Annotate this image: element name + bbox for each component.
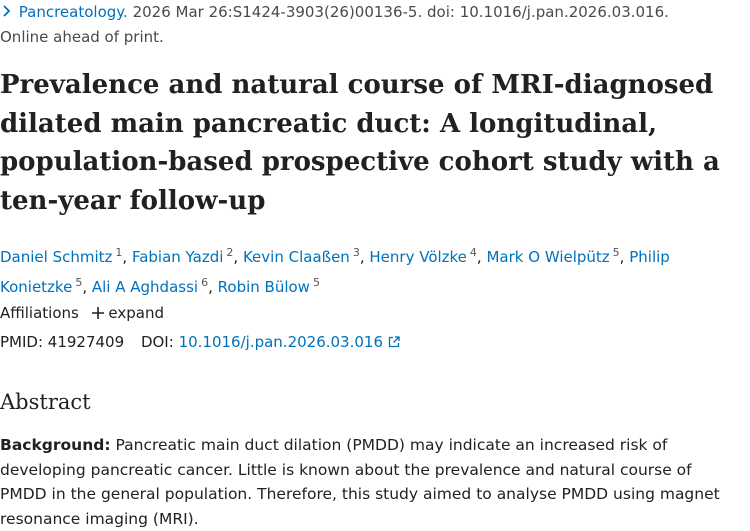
separator: ,	[359, 248, 365, 266]
affiliation-number[interactable]: 5	[612, 246, 620, 259]
author-name[interactable]: Mark O Wielpütz	[486, 248, 610, 266]
author: Mark O Wielpütz 5,	[486, 246, 625, 266]
author: Kevin Claaßen 3,	[242, 246, 365, 266]
page: Pancreatology. 2026 Mar 26:S1424-3903(26…	[0, 3, 740, 528]
publication-status: Online ahead of print.	[0, 28, 164, 46]
doi-label: DOI:	[140, 333, 174, 351]
author: Philip Konietzke 5,	[0, 248, 670, 296]
author-list: Daniel Schmitz 1, Fabian Yazdi 2, Kevin Cl…	[0, 240, 740, 300]
separator: ,	[476, 248, 482, 266]
citation: Pancreatology. 2026 Mar 26:S1424-3903(26…	[0, 3, 669, 21]
separator: ,	[122, 248, 128, 266]
affiliations: Affiliations expand	[0, 304, 164, 322]
separator: ,	[82, 278, 88, 296]
abstract-heading: Abstract	[0, 390, 91, 414]
pmid-label: PMID:	[0, 333, 44, 351]
plus-icon	[91, 307, 104, 319]
expand-label: expand	[108, 304, 164, 322]
affiliation-number[interactable]: 4	[469, 246, 477, 259]
external-link-icon	[388, 336, 400, 348]
affiliation-number[interactable]: 5	[75, 276, 83, 289]
affiliation-number[interactable]: 1	[115, 246, 123, 259]
affiliation-number[interactable]: 6	[201, 276, 209, 289]
author-name[interactable]: Ali A Aghdassi	[91, 278, 199, 296]
identifiers: PMID: 41927409 DOI: 10.1016/j.pan.2026.0…	[0, 333, 400, 351]
affiliation-number[interactable]: 2	[226, 246, 234, 259]
author: Robin Bülow 5	[217, 276, 320, 296]
author-name[interactable]: Philip Konietzke	[0, 248, 670, 296]
author: Daniel Schmitz 1,	[0, 246, 128, 266]
expand-button[interactable]: expand	[91, 304, 164, 322]
author-name[interactable]: Daniel Schmitz	[0, 248, 113, 266]
affiliation-number[interactable]: 5	[312, 276, 320, 289]
separator: ,	[619, 248, 625, 266]
abstract-background: Background: Pancreatic main duct dilatio…	[0, 433, 730, 531]
article-title: Prevalence and natural course of MRI-dia…	[0, 70, 720, 216]
author: Henry Völzke 4,	[369, 246, 482, 266]
affiliations-label: Affiliations	[0, 304, 79, 322]
separator: ,	[233, 248, 239, 266]
citation-details: 2026 Mar 26:S1424-3903(26)00136-5. doi: …	[132, 3, 669, 21]
author: Fabian Yazdi 2,	[131, 246, 239, 266]
pmid: 41927409	[47, 333, 125, 351]
author-name[interactable]: Henry Völzke	[369, 248, 467, 266]
author-name[interactable]: Robin Bülow	[217, 278, 310, 296]
author-name[interactable]: Kevin Claaßen	[242, 248, 350, 266]
author-name[interactable]: Fabian Yazdi	[131, 248, 224, 266]
journal-link[interactable]: Pancreatology.	[18, 3, 128, 21]
doi-link[interactable]: 10.1016/j.pan.2026.03.016	[178, 333, 383, 351]
affiliation-number[interactable]: 3	[352, 246, 360, 259]
author: Ali A Aghdassi 6,	[91, 276, 213, 296]
separator: ,	[208, 278, 213, 296]
chevron-icon	[3, 5, 11, 17]
background-label: Background:	[0, 436, 111, 454]
